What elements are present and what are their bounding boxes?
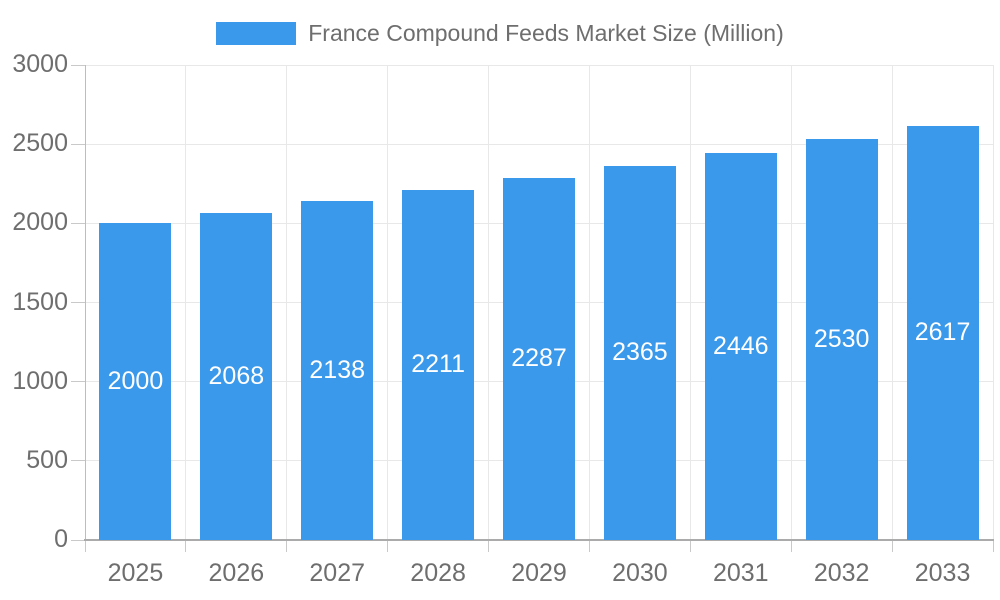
x-axis-tick bbox=[286, 540, 288, 552]
x-axis-tick bbox=[588, 540, 590, 552]
bar-value-label: 2287 bbox=[511, 344, 567, 373]
bar[interactable]: 2068 bbox=[200, 212, 273, 540]
y-axis-line bbox=[85, 65, 86, 540]
bar-value-label: 2138 bbox=[309, 356, 366, 385]
bar-value-label: 2211 bbox=[411, 350, 465, 379]
v-gridline bbox=[185, 65, 187, 540]
bar[interactable]: 2211 bbox=[402, 189, 475, 540]
bar[interactable]: 2138 bbox=[301, 201, 374, 540]
bar-value-label: 2000 bbox=[107, 367, 164, 396]
v-gridline bbox=[387, 65, 389, 540]
bar-value-label: 2617 bbox=[914, 318, 971, 347]
bar[interactable]: 2287 bbox=[503, 177, 575, 540]
x-axis-tick bbox=[891, 540, 893, 552]
y-axis-tick bbox=[71, 381, 85, 383]
v-gridline bbox=[689, 65, 691, 540]
v-gridline bbox=[588, 65, 590, 540]
x-axis-tick bbox=[185, 540, 187, 552]
y-axis-tick bbox=[71, 143, 85, 145]
x-axis-label: 2031 bbox=[712, 559, 769, 587]
legend-swatch bbox=[216, 21, 297, 45]
bar[interactable]: 2617 bbox=[906, 125, 979, 540]
y-axis-label: 3000 bbox=[12, 49, 68, 78]
legend-item[interactable]: France Compound Feeds Market Size (Milli… bbox=[0, 19, 1000, 46]
x-axis-tick bbox=[84, 540, 86, 552]
v-gridline bbox=[790, 65, 792, 540]
v-gridline bbox=[286, 65, 288, 540]
y-axis-label: 2000 bbox=[12, 208, 68, 237]
x-axis-label: 2027 bbox=[309, 559, 366, 587]
x-axis-tick bbox=[689, 540, 691, 552]
h-gridline bbox=[85, 143, 993, 145]
y-axis-tick bbox=[71, 460, 85, 462]
y-axis-label: 1500 bbox=[12, 287, 68, 316]
x-axis-label: 2029 bbox=[511, 559, 567, 587]
x-axis-tick bbox=[992, 540, 994, 552]
x-axis-line bbox=[84, 539, 994, 541]
bar-value-label: 2365 bbox=[612, 338, 668, 367]
bar[interactable]: 2446 bbox=[704, 152, 777, 540]
y-axis-label: 1000 bbox=[12, 366, 68, 395]
y-axis-tick bbox=[71, 539, 85, 541]
v-gridline bbox=[891, 65, 893, 540]
y-axis-tick bbox=[71, 64, 85, 66]
bar[interactable]: 2365 bbox=[603, 165, 676, 540]
bar-value-label: 2068 bbox=[208, 361, 265, 390]
x-axis-label: 2032 bbox=[813, 559, 870, 587]
legend-label: France Compound Feeds Market Size (Milli… bbox=[308, 19, 784, 46]
y-axis-label: 500 bbox=[26, 445, 68, 474]
bar-value-label: 2446 bbox=[712, 331, 769, 360]
bar[interactable]: 2000 bbox=[99, 223, 172, 540]
h-gridline bbox=[85, 64, 993, 66]
v-gridline bbox=[488, 65, 490, 540]
x-axis-label: 2025 bbox=[107, 559, 164, 587]
v-gridline bbox=[992, 65, 994, 540]
y-axis-label: 2500 bbox=[12, 129, 68, 158]
x-axis-tick bbox=[387, 540, 389, 552]
x-axis-tick bbox=[790, 540, 792, 552]
x-axis-label: 2028 bbox=[410, 559, 466, 587]
x-axis-label: 2026 bbox=[208, 559, 265, 587]
y-axis-tick bbox=[71, 222, 85, 224]
bar[interactable]: 2530 bbox=[805, 139, 878, 540]
y-axis-label: 0 bbox=[54, 524, 68, 553]
x-axis-label: 2030 bbox=[612, 559, 668, 587]
bar-value-label: 2530 bbox=[813, 325, 870, 354]
y-axis-tick bbox=[71, 302, 85, 303]
x-axis-tick bbox=[488, 540, 490, 552]
x-axis-label: 2033 bbox=[914, 559, 971, 587]
